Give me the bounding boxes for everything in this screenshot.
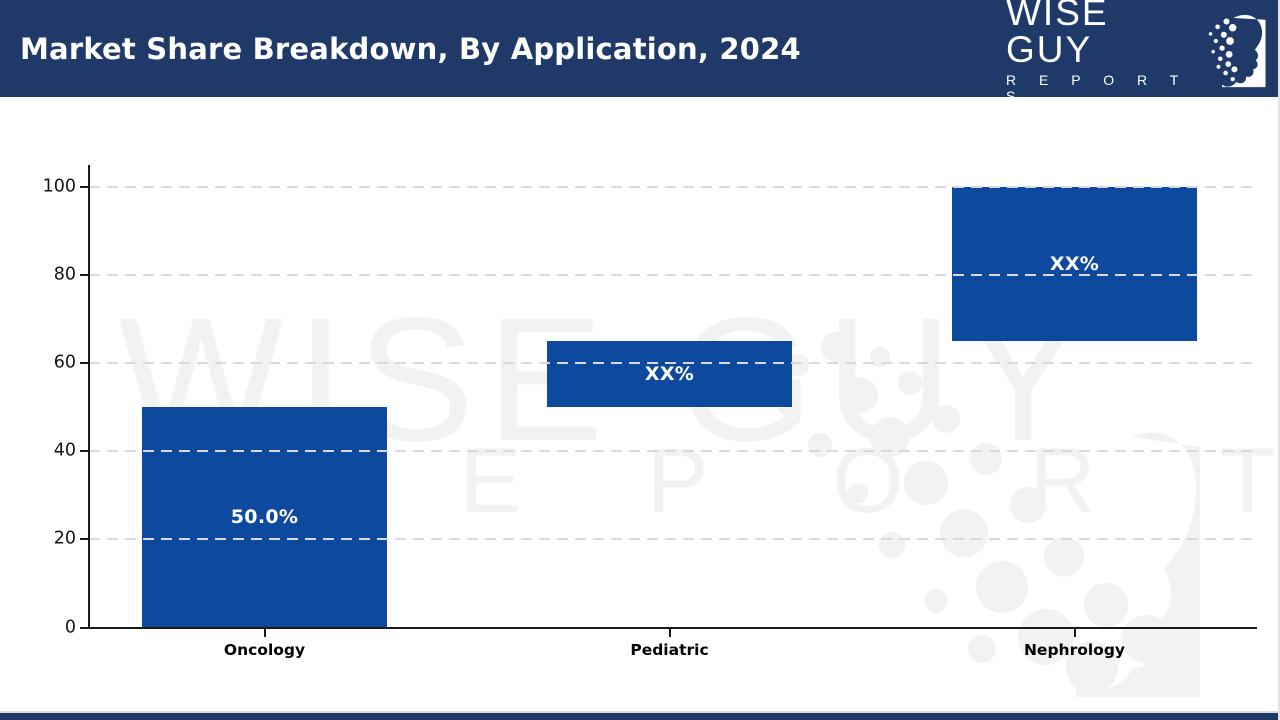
wiseguy-logo-line1: WISE GUY [1006,0,1109,70]
wiseguy-logo-line2: R E P O R T S [1006,72,1188,104]
bottom-hairline [0,711,1278,713]
bar-oncology: 50.0% [142,407,387,628]
footer-bar [0,713,1278,720]
bar-value-label: 50.0% [230,506,299,529]
chart-title: Market Share Breakdown, By Application, … [20,31,801,66]
bar-nephrology: XX% [952,186,1197,341]
wiseguy-face-icon [1209,14,1266,88]
header-bar: Market Share Breakdown, By Application, … [0,0,1278,104]
bar-pediatric: XX% [547,340,792,407]
bar-value-label: XX% [644,362,695,385]
bar-value-label: XX% [1049,252,1100,275]
wiseguy-logo-text: WISE GUY R E P O R T S [1006,0,1197,104]
wiseguy-logo: WISE GUY R E P O R T S [1006,0,1266,104]
